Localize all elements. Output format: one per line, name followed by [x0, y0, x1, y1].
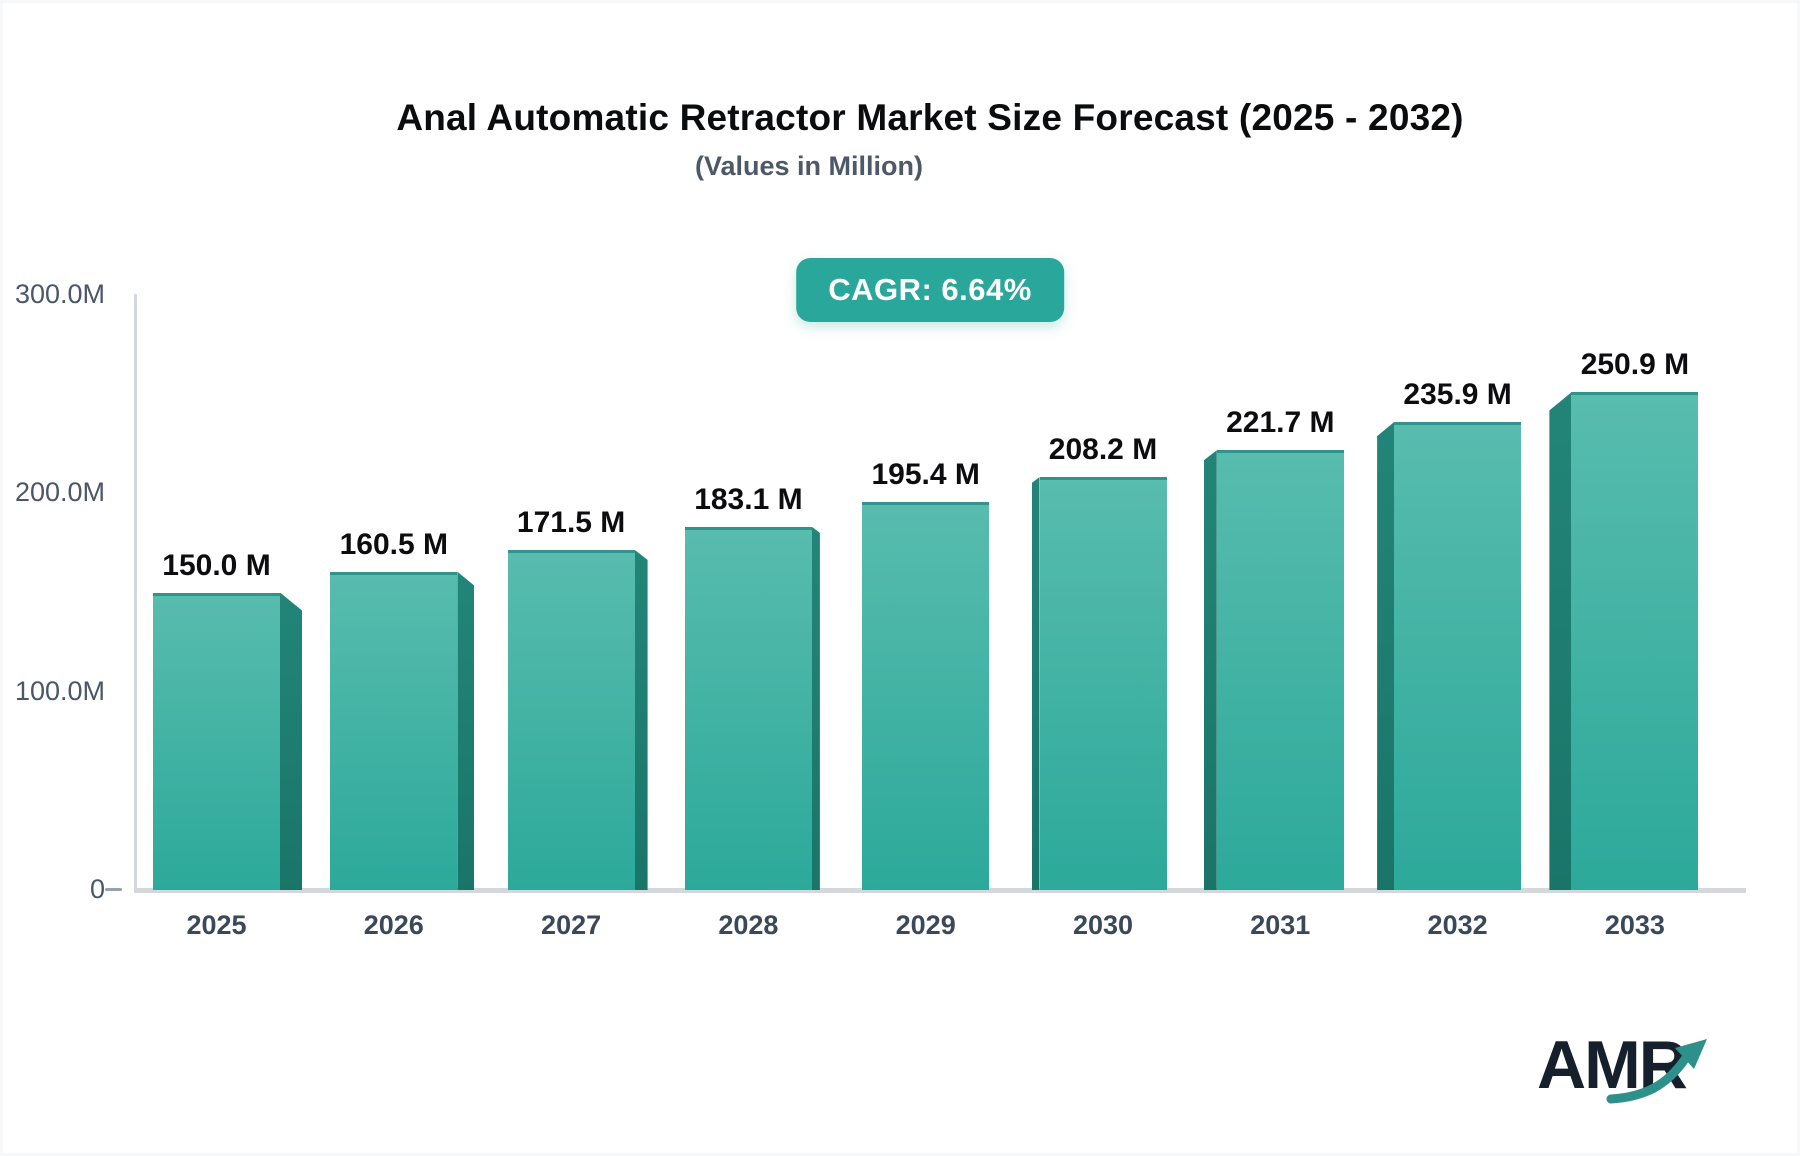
x-axis-line — [134, 888, 1746, 893]
bar-value-label: 195.4 M — [871, 458, 980, 492]
y-axis-line — [134, 294, 137, 892]
bar-3d-side — [1377, 422, 1395, 890]
bar — [1039, 477, 1167, 890]
y-tick-label: 100.0M — [14, 675, 105, 706]
bar — [862, 502, 990, 890]
x-tick-label: 2026 — [363, 910, 424, 940]
bar-3d-side — [1203, 450, 1217, 890]
bar-value-label: 208.2 M — [1048, 433, 1158, 467]
cagr-badge-label: CAGR: 6.64% — [828, 272, 1032, 307]
y-tick-label: 200.0M — [14, 477, 105, 508]
x-tick-label: 2031 — [1250, 910, 1311, 940]
bar — [684, 526, 812, 890]
x-tick-label: 2028 — [718, 910, 779, 940]
bar-value-label: 171.5 M — [516, 505, 626, 539]
bar — [1394, 422, 1522, 890]
bar-3d-side — [1031, 477, 1040, 890]
bar-3d-side — [811, 526, 820, 890]
cagr-badge: CAGR: 6.64% — [796, 258, 1064, 322]
y-tick-label: 0 — [89, 874, 105, 904]
bar-3d-side — [634, 549, 648, 890]
bar-value-label: 183.1 M — [694, 482, 803, 516]
x-tick-label: 2029 — [895, 910, 956, 940]
growth-arrow-icon — [1606, 1039, 1707, 1104]
bar-value-label: 235.9 M — [1403, 378, 1512, 412]
bar-value-label: 250.9 M — [1580, 348, 1690, 382]
bar — [330, 571, 458, 890]
x-tick-label: 2025 — [186, 910, 247, 940]
x-tick-label: 2033 — [1604, 910, 1665, 940]
x-tick-label: 2027 — [541, 910, 602, 940]
zero-tick-mark — [105, 888, 122, 891]
bar-value-label: 160.5 M — [339, 527, 448, 561]
chart-subtitle: (Values in Million) — [694, 151, 924, 181]
y-tick-label: 300.0M — [14, 279, 105, 309]
bar-3d-side — [1549, 392, 1572, 890]
amr-logo: AMR — [1537, 1031, 1727, 1121]
bar — [1216, 450, 1344, 890]
chart-title: Anal Automatic Retractor Market Size For… — [396, 97, 1464, 138]
bar — [507, 549, 635, 890]
bar-3d-side — [457, 571, 475, 890]
bar-value-label: 150.0 M — [162, 548, 271, 582]
x-tick-label: 2032 — [1427, 910, 1488, 940]
x-tick-label: 2030 — [1072, 910, 1134, 940]
bar-3d-side — [280, 592, 302, 890]
bar — [153, 592, 280, 890]
bar — [1571, 392, 1699, 890]
bar-value-label: 221.7 M — [1226, 406, 1335, 440]
